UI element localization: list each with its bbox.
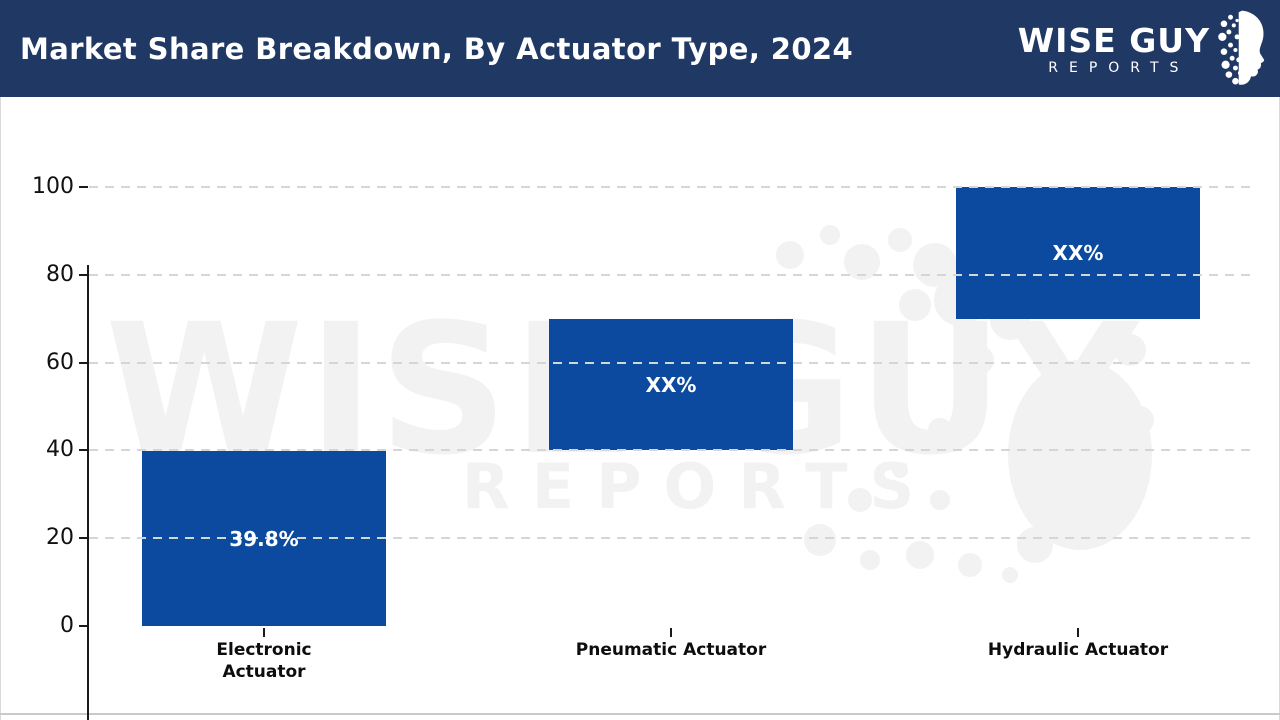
gridline-80 xyxy=(89,273,1253,276)
gridline-100 xyxy=(89,186,1253,188)
bar-value-label-hydraulic-actuator: XX% xyxy=(1052,240,1104,265)
wiseguy-logo: WISE GUY REPORTS xyxy=(1008,6,1268,94)
page-title: Market Share Breakdown, By Actuator Type… xyxy=(20,31,854,66)
y-tick-mark-100 xyxy=(79,186,88,188)
x-axis-label-1: Pneumatic Actuator xyxy=(575,640,767,660)
bar-hydraulic-actuator xyxy=(956,187,1200,319)
logo-reports-text: REPORTS xyxy=(1048,60,1190,76)
x-axis-label-0: Electronic Actuator xyxy=(216,640,312,682)
y-tick-mark-0 xyxy=(79,625,88,627)
y-tick-label-0: 0 xyxy=(60,613,74,638)
bottom-rule xyxy=(0,713,1280,715)
y-tick-mark-60 xyxy=(79,361,88,364)
watermark-reports: REPORTS xyxy=(462,450,936,523)
logo-wordmark: WISE GUY xyxy=(1017,21,1210,60)
page-left-border xyxy=(0,97,1,720)
x-tick-mark-0 xyxy=(263,628,265,637)
header-bar: Market Share Breakdown, By Actuator Type… xyxy=(0,0,1280,97)
gridline-60 xyxy=(89,361,1253,364)
x-tick-mark-2 xyxy=(1077,628,1079,637)
bar-value-label-pneumatic-actuator: XX% xyxy=(645,372,697,397)
logo-wordmark-block: WISE GUY REPORTS xyxy=(1017,21,1210,77)
bar-pneumatic-actuator xyxy=(549,318,793,451)
y-tick-mark-80 xyxy=(79,273,88,276)
x-tick-mark-1 xyxy=(670,628,672,637)
y-tick-label-80: 80 xyxy=(46,261,74,287)
wiseguy-face-icon xyxy=(1218,10,1265,85)
y-tick-mark-20 xyxy=(79,537,88,540)
gridline-20 xyxy=(89,537,1253,540)
y-axis-line xyxy=(87,265,89,720)
y-tick-label-100: 100 xyxy=(32,174,74,199)
x-axis-label-2: Hydraulic Actuator xyxy=(987,640,1169,660)
y-tick-label-60: 60 xyxy=(46,349,74,375)
bar-value-label-electronic-actuator: 39.8% xyxy=(229,526,299,551)
gridline-40 xyxy=(89,449,1253,452)
y-tick-label-40: 40 xyxy=(46,437,74,463)
y-tick-label-20: 20 xyxy=(46,525,74,551)
chart-area: WISE GUY REPORTS 0 20 40 60 80 xyxy=(0,97,1280,720)
y-tick-mark-40 xyxy=(79,449,88,452)
